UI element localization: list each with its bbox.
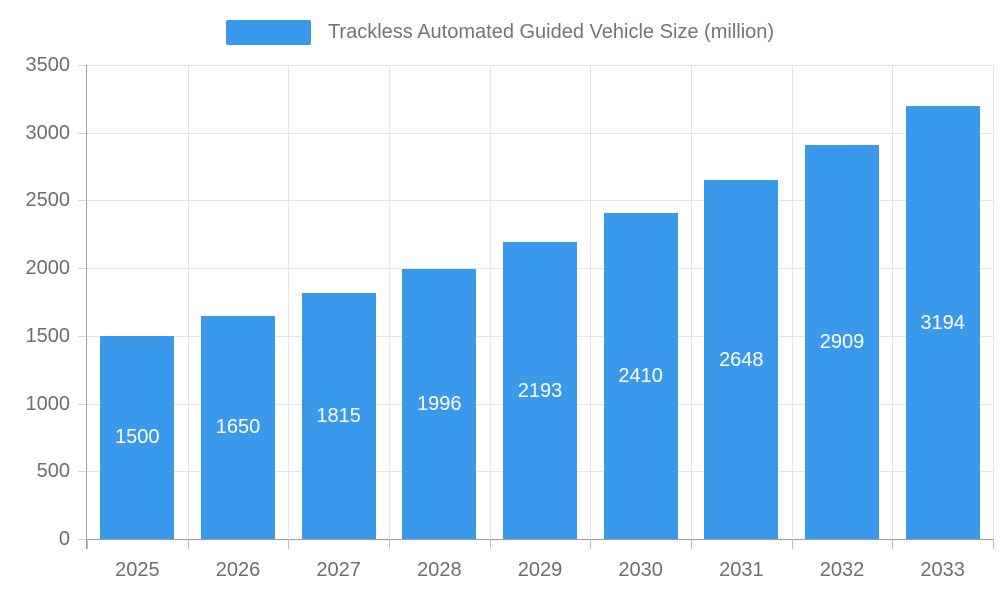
y-tick	[78, 268, 86, 270]
y-gridline	[87, 65, 993, 66]
x-axis-tick-label: 2032	[819, 559, 865, 581]
bar-2030: 2410	[603, 212, 678, 539]
plot-area: 0 500 1000 1500 2000 2500 3000 3500 1500 2025 1650…	[26, 55, 994, 581]
y-gridline	[87, 132, 993, 134]
bar-value-label: 3194	[920, 311, 965, 334]
bar-value-label: 2909	[819, 331, 865, 354]
x-gridline	[691, 65, 692, 539]
x-tick	[590, 539, 592, 549]
x-axis-tick-label: 2027	[316, 559, 361, 581]
x-axis-tick-label: 2033	[920, 559, 965, 581]
y-axis-tick-label: 500	[36, 460, 70, 483]
x-gridline	[187, 65, 189, 539]
x-gridline	[489, 65, 491, 539]
x-tick	[489, 539, 491, 549]
bar-value-label: 2410	[618, 364, 663, 387]
y-tick	[78, 65, 86, 66]
bar-2032: 2909	[805, 145, 879, 539]
bar-2026: 1650	[201, 315, 275, 539]
bar-value-label: 1815	[316, 405, 361, 428]
legend-swatch-icon[interactable]	[225, 19, 311, 45]
y-tick	[78, 132, 86, 134]
y-axis-tick-label: 3500	[25, 54, 71, 76]
bar-value-label: 1650	[215, 416, 261, 439]
bar-value-label: 1500	[115, 426, 160, 449]
bar-2031: 2648	[704, 180, 779, 539]
x-axis-tick-label: 2031	[719, 559, 764, 581]
x-tick	[187, 539, 189, 549]
x-gridline	[590, 65, 592, 539]
x-gridline	[288, 65, 290, 539]
x-tick	[993, 539, 994, 549]
y-axis-tick-label: 0	[58, 528, 70, 550]
legend-label[interactable]: Trackless Automated Guided Vehicle Size …	[327, 20, 775, 43]
x-gridline	[892, 65, 894, 539]
y-axis-line	[86, 65, 87, 549]
x-axis-line	[86, 539, 993, 540]
bar-2025: 1500	[100, 335, 175, 539]
x-gridline	[791, 65, 793, 539]
bar-2033: 3194	[905, 106, 980, 539]
bar-value-label: 2193	[517, 379, 563, 402]
x-tick	[892, 539, 894, 549]
y-axis-tick-label: 2000	[25, 257, 71, 280]
y-axis-tick-label: 2500	[25, 189, 71, 212]
x-tick	[389, 539, 390, 549]
x-tick	[87, 539, 88, 549]
bar-value-label: 1996	[417, 392, 462, 415]
y-tick	[78, 539, 86, 540]
legend[interactable]: Trackless Automated Guided Vehicle Size …	[0, 18, 1000, 46]
y-gridline	[87, 200, 993, 202]
bar-2028: 1996	[402, 268, 477, 539]
y-axis-tick-label: 1500	[25, 324, 71, 347]
x-axis-tick-label: 2028	[417, 559, 462, 581]
y-tick	[78, 335, 86, 337]
x-tick	[791, 539, 793, 549]
y-axis-tick-label: 3000	[25, 121, 71, 144]
bar-2027: 1815	[301, 293, 376, 539]
bar-value-label: 2648	[719, 348, 764, 371]
y-tick	[78, 200, 86, 202]
x-tick	[691, 539, 692, 549]
bar-2029: 2193	[503, 242, 577, 539]
x-axis-tick-label: 2029	[517, 559, 563, 581]
x-gridline	[389, 65, 390, 539]
x-gridline	[993, 65, 994, 539]
x-axis-tick-label: 2026	[215, 559, 261, 581]
y-tick	[78, 403, 86, 405]
x-axis-tick-label: 2030	[618, 559, 663, 581]
y-tick	[78, 471, 86, 473]
y-axis-tick-label: 1000	[25, 392, 71, 415]
x-tick	[288, 539, 290, 549]
x-axis-tick-label: 2025	[115, 559, 160, 581]
